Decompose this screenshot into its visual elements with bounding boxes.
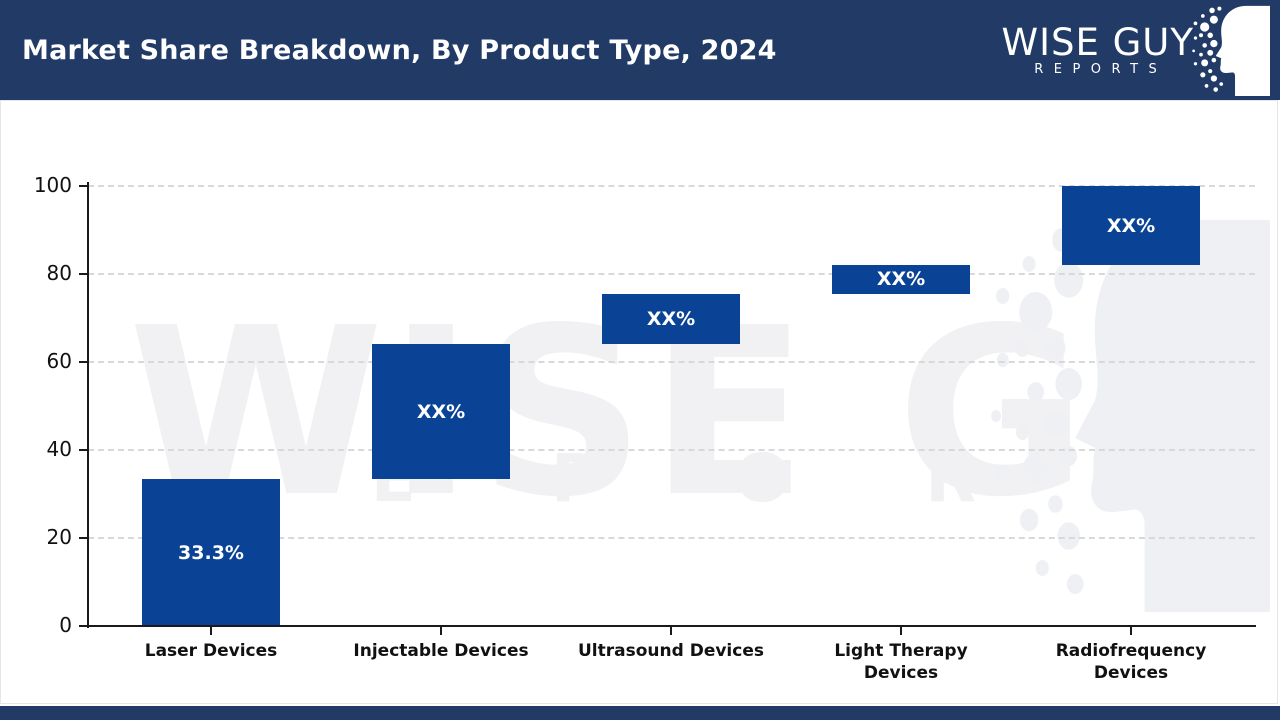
wise-guy-logo: WISE GUY REPORTS	[1002, 4, 1270, 96]
logo-wordmark: WISE GUY	[1001, 21, 1194, 64]
bar-light-therapy-devices: XX%	[832, 265, 970, 294]
bar-value-label: XX%	[1106, 214, 1156, 237]
y-axis-tick-label: 20	[46, 525, 72, 549]
x-axis-category-label: Radiofrequency Devices	[1011, 640, 1251, 684]
x-axis-category-line: Laser Devices	[144, 641, 278, 661]
gridline-y40	[88, 449, 1255, 451]
logo-face-icon	[1192, 5, 1270, 96]
gridline-y60	[88, 361, 1255, 363]
y-axis-line	[87, 182, 89, 628]
bar-injectable-devices: XX%	[372, 344, 510, 480]
x-axis-category-line: Ultrasound Devices	[578, 641, 764, 661]
x-axis-line	[87, 625, 1256, 627]
y-axis-tick-60	[79, 361, 87, 363]
x-axis-category-line: Injectable Devices	[353, 641, 529, 661]
logo-subtitle: REPORTS	[1034, 62, 1168, 77]
x-axis-category-line: Light Therapy	[834, 641, 968, 661]
x-axis-tick	[1130, 627, 1132, 635]
y-axis-tick-0	[79, 625, 87, 627]
y-axis-tick-100	[79, 185, 87, 187]
logo-text: WISE GUY REPORTS	[1002, 24, 1194, 76]
x-axis-category-label: Light Therapy Devices	[781, 640, 1021, 684]
x-axis-tick	[440, 627, 442, 635]
bar-value-label: 33.3%	[178, 541, 244, 564]
x-axis-category-label: Injectable Devices	[321, 640, 561, 662]
bar-value-label: XX%	[416, 400, 466, 423]
x-axis-tick	[900, 627, 902, 635]
x-axis-category-line: Devices	[863, 663, 939, 684]
x-axis-category-line: Radiofrequency	[1055, 641, 1207, 661]
gridline-y20	[88, 537, 1255, 539]
y-axis-tick-80	[79, 273, 87, 275]
y-axis-tick-label: 40	[46, 437, 72, 461]
y-axis-tick-40	[79, 449, 87, 451]
footer-bar	[0, 706, 1280, 720]
y-axis-tick-label: 0	[59, 613, 72, 637]
y-axis-tick-label: 80	[46, 261, 72, 285]
y-axis-tick-label: 60	[46, 349, 72, 373]
x-axis-category-label: Laser Devices	[91, 640, 331, 662]
bar-radiofrequency-devices: XX%	[1062, 186, 1200, 266]
bar-value-label: XX%	[876, 268, 926, 291]
y-axis-tick-label: 100	[33, 173, 72, 197]
x-axis-tick	[210, 627, 212, 635]
bar-laser-devices: 33.3%	[142, 479, 280, 626]
x-axis-category-line: Devices	[1093, 663, 1169, 684]
x-axis-category-label: Ultrasound Devices	[551, 640, 791, 662]
bar-value-label: XX%	[646, 308, 696, 331]
page-title: Market Share Breakdown, By Product Type,…	[22, 34, 777, 66]
gridline-y80	[88, 273, 1255, 275]
watermark-face-icon	[991, 220, 1270, 612]
bar-ultrasound-devices: XX%	[602, 293, 740, 345]
x-axis-tick	[670, 627, 672, 635]
header-bar: Market Share Breakdown, By Product Type,…	[0, 0, 1280, 100]
y-axis-tick-20	[79, 537, 87, 539]
gridline-y100	[88, 185, 1255, 187]
